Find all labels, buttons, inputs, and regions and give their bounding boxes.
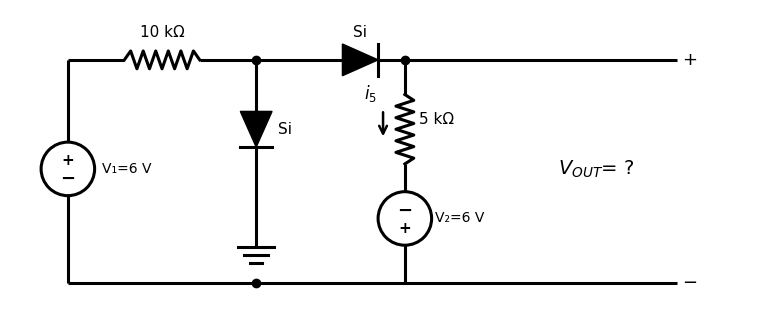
Text: Si: Si: [278, 122, 292, 137]
Text: V₂=6 V: V₂=6 V: [435, 211, 484, 225]
Text: +: +: [682, 51, 697, 69]
Text: 10 kΩ: 10 kΩ: [139, 25, 185, 40]
Text: V₁=6 V: V₁=6 V: [101, 162, 151, 176]
Text: 5 kΩ: 5 kΩ: [419, 112, 454, 127]
Text: $i_5$: $i_5$: [364, 84, 377, 105]
Text: $V_{OUT}$= ?: $V_{OUT}$= ?: [559, 158, 635, 180]
Text: −: −: [397, 202, 412, 219]
Text: −: −: [60, 170, 76, 188]
Polygon shape: [241, 111, 272, 147]
Polygon shape: [343, 44, 378, 76]
Text: −: −: [682, 274, 697, 292]
Text: +: +: [399, 221, 411, 236]
Text: +: +: [62, 154, 74, 169]
Text: Si: Si: [353, 25, 367, 40]
